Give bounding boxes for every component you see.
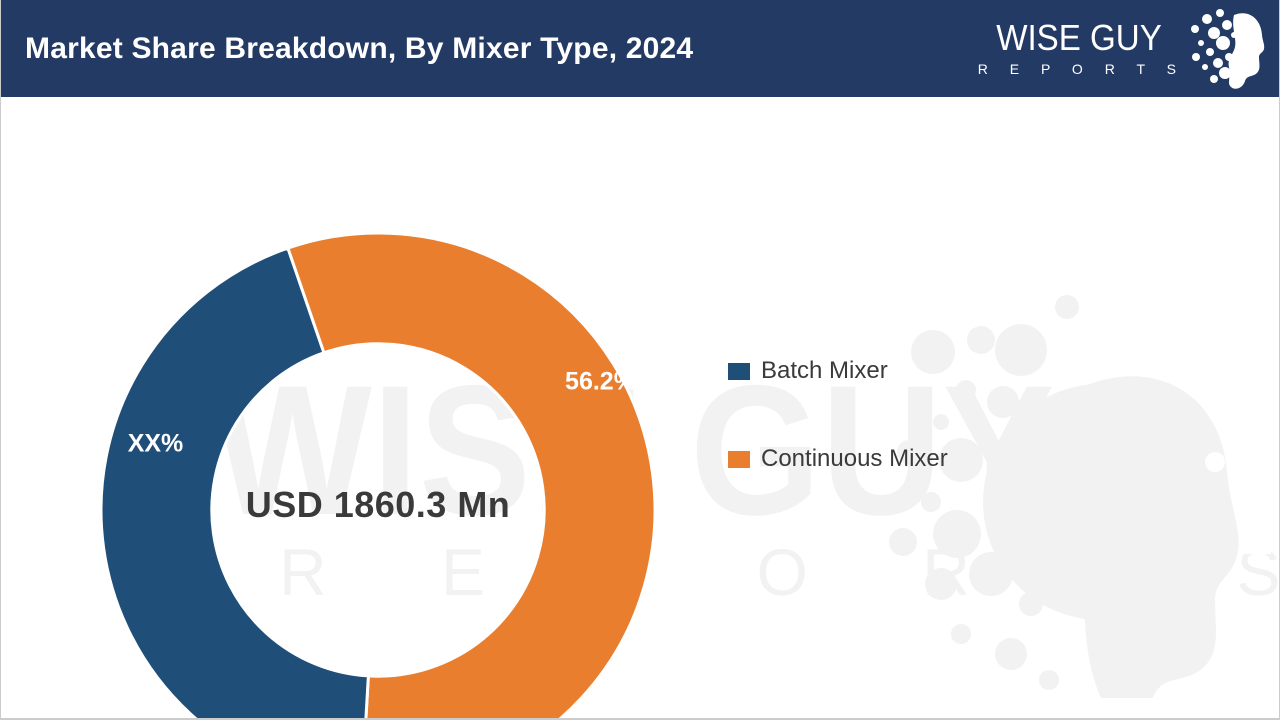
- wiseguy-face-icon: [1191, 8, 1265, 89]
- donut-chart: [99, 231, 657, 718]
- header-bar: Market Share Breakdown, By Mixer Type, 2…: [1, 0, 1279, 97]
- donut-segment-batch-mixer: [99, 246, 370, 718]
- segment-label-continuous-mixer: 56.2%: [565, 367, 636, 396]
- chart-area: WISE GUY R E P O R T S USD 1860.3 Mn: [1, 97, 1279, 718]
- legend-item-batch-mixer: Batch Mixer: [728, 355, 948, 387]
- legend-label: Batch Mixer: [761, 357, 888, 384]
- legend: Batch Mixer Continuous Mixer: [728, 355, 948, 475]
- legend-swatch-continuous-mixer: [728, 450, 750, 468]
- legend-swatch-batch-mixer: [728, 362, 750, 380]
- donut-segment-continuous-mixer: [286, 231, 657, 718]
- page-title: Market Share Breakdown, By Mixer Type, 2…: [25, 31, 694, 65]
- segment-label-batch-mixer: XX%: [127, 429, 184, 458]
- logo-subtitle: R E P O R T S: [977, 61, 1185, 77]
- legend-item-continuous-mixer: Continuous Mixer: [728, 443, 948, 475]
- logo-text: WISE GUY R E P O R T S: [974, 17, 1185, 78]
- legend-label: Continuous Mixer: [761, 445, 948, 472]
- watermark-face-icon: [889, 295, 1271, 698]
- donut-center-value: USD 1860.3 Mn: [245, 484, 511, 525]
- wiseguy-logo: WISE GUY R E P O R T S: [974, 5, 1265, 93]
- logo-wordmark: WISE GUY: [996, 17, 1163, 58]
